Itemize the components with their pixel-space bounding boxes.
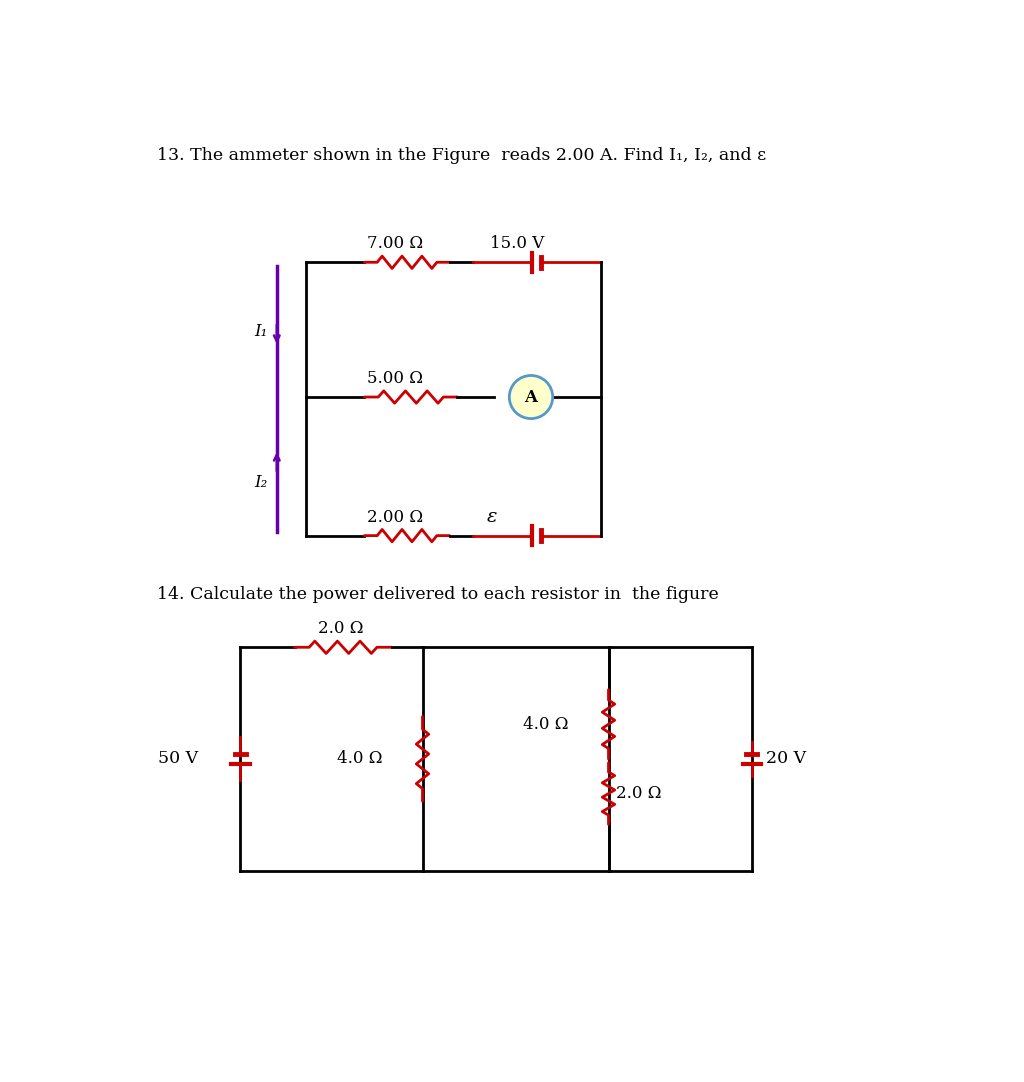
Text: 2.00 Ω: 2.00 Ω — [368, 509, 424, 526]
Text: 13. The ammeter shown in the Figure  reads 2.00 A. Find I₁, I₂, and ε: 13. The ammeter shown in the Figure read… — [158, 147, 767, 163]
Text: 20 V: 20 V — [766, 751, 806, 767]
Circle shape — [509, 375, 553, 419]
Text: 4.0 Ω: 4.0 Ω — [337, 751, 382, 767]
Text: 2.0 Ω: 2.0 Ω — [318, 620, 364, 637]
Text: I₁: I₁ — [254, 324, 267, 341]
Text: 5.00 Ω: 5.00 Ω — [368, 370, 423, 387]
Text: 7.00 Ω: 7.00 Ω — [368, 235, 424, 252]
Text: 15.0 V: 15.0 V — [489, 235, 544, 252]
Text: 50 V: 50 V — [158, 751, 198, 767]
Text: I₂: I₂ — [254, 474, 267, 491]
Text: 4.0 Ω: 4.0 Ω — [522, 716, 568, 733]
Text: ε: ε — [486, 507, 498, 526]
Text: 2.0 Ω: 2.0 Ω — [616, 786, 662, 802]
Text: A: A — [524, 388, 538, 406]
Text: 14. Calculate the power delivered to each resistor in  the figure: 14. Calculate the power delivered to eac… — [158, 585, 719, 603]
